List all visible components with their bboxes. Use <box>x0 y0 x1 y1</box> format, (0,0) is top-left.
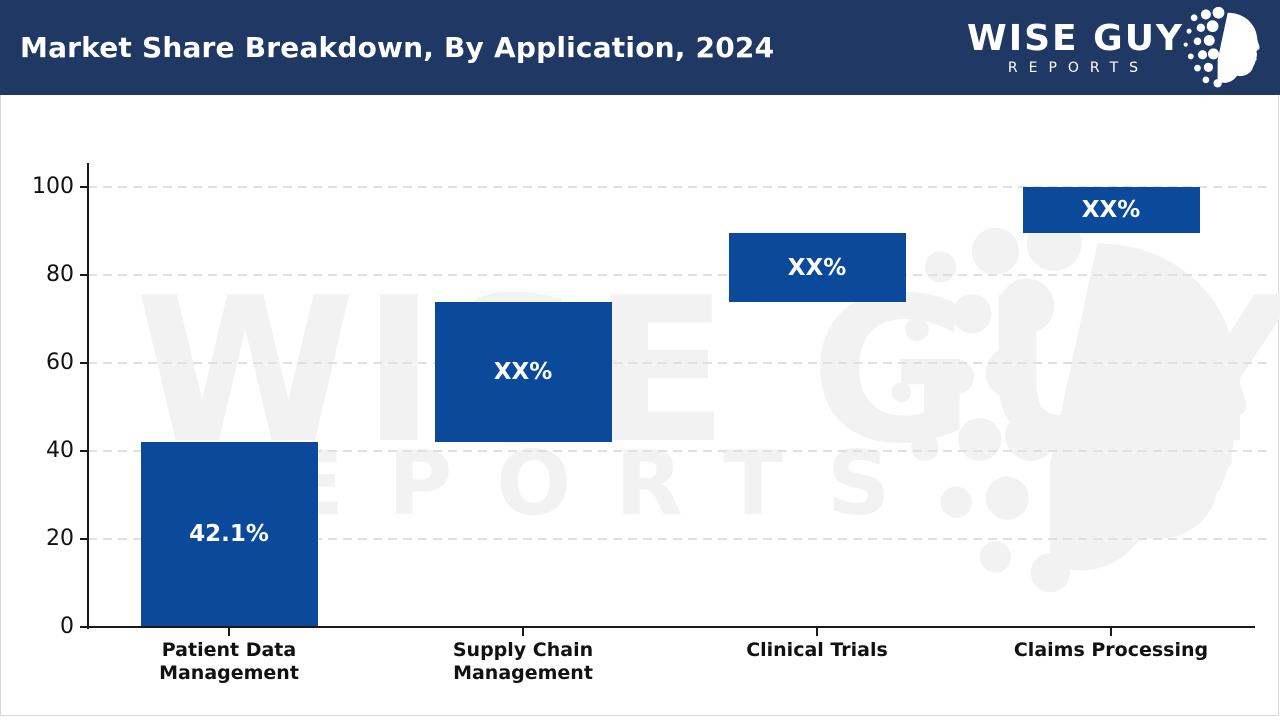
y-tick-mark <box>80 362 88 364</box>
y-tick-label: 20 <box>46 526 74 551</box>
x-tick-mark <box>816 628 818 636</box>
x-axis-line <box>87 626 1255 628</box>
bar-segment: XX% <box>434 301 612 442</box>
gridline <box>88 186 1272 188</box>
watermark-head-icon <box>891 215 1246 593</box>
brand-logo: WISE GUY REPORTS <box>967 6 1264 90</box>
y-tick-mark <box>80 274 88 276</box>
brand-wordmark: WISE GUY REPORTS <box>966 17 1184 76</box>
gridline <box>88 362 1272 364</box>
bar-value-label: 42.1% <box>189 521 269 548</box>
wiseguy-head-icon <box>1183 6 1260 87</box>
bar-segment: XX% <box>1022 187 1200 234</box>
bar-segment: XX% <box>728 233 906 302</box>
y-tick-mark <box>80 626 88 628</box>
y-tick-mark <box>80 538 88 540</box>
x-category-label: Patient Data Management <box>159 639 299 684</box>
x-tick-mark <box>1110 628 1112 636</box>
brand-sub-text: REPORTS <box>1007 59 1150 76</box>
y-tick-label: 0 <box>60 614 74 639</box>
y-tick-label: 80 <box>46 262 74 287</box>
bar-value-label: XX% <box>787 254 847 281</box>
y-tick-label: 60 <box>46 350 74 375</box>
y-axis-line <box>87 163 89 629</box>
brand-name-text: WISE GUY <box>966 17 1184 59</box>
bar-segment: 42.1% <box>140 441 318 627</box>
x-category-label: Supply Chain Management <box>452 639 594 684</box>
x-tick-mark <box>228 628 230 636</box>
header-band: Market Share Breakdown, By Application, … <box>0 0 1280 95</box>
gridline <box>88 450 1272 452</box>
gridline <box>88 538 1272 540</box>
gridline <box>88 274 1272 276</box>
bar-value-label: XX% <box>1081 197 1141 224</box>
x-tick-mark <box>522 628 524 636</box>
x-category-label: Claims Processing <box>1013 639 1209 661</box>
bar-value-label: XX% <box>493 358 553 385</box>
x-category-label: Clinical Trials <box>746 639 888 661</box>
page-title: Market Share Breakdown, By Application, … <box>20 31 775 64</box>
y-tick-mark <box>80 450 88 452</box>
y-tick-label: 100 <box>32 174 74 199</box>
y-tick-label: 40 <box>46 438 74 463</box>
y-tick-mark <box>80 186 88 188</box>
